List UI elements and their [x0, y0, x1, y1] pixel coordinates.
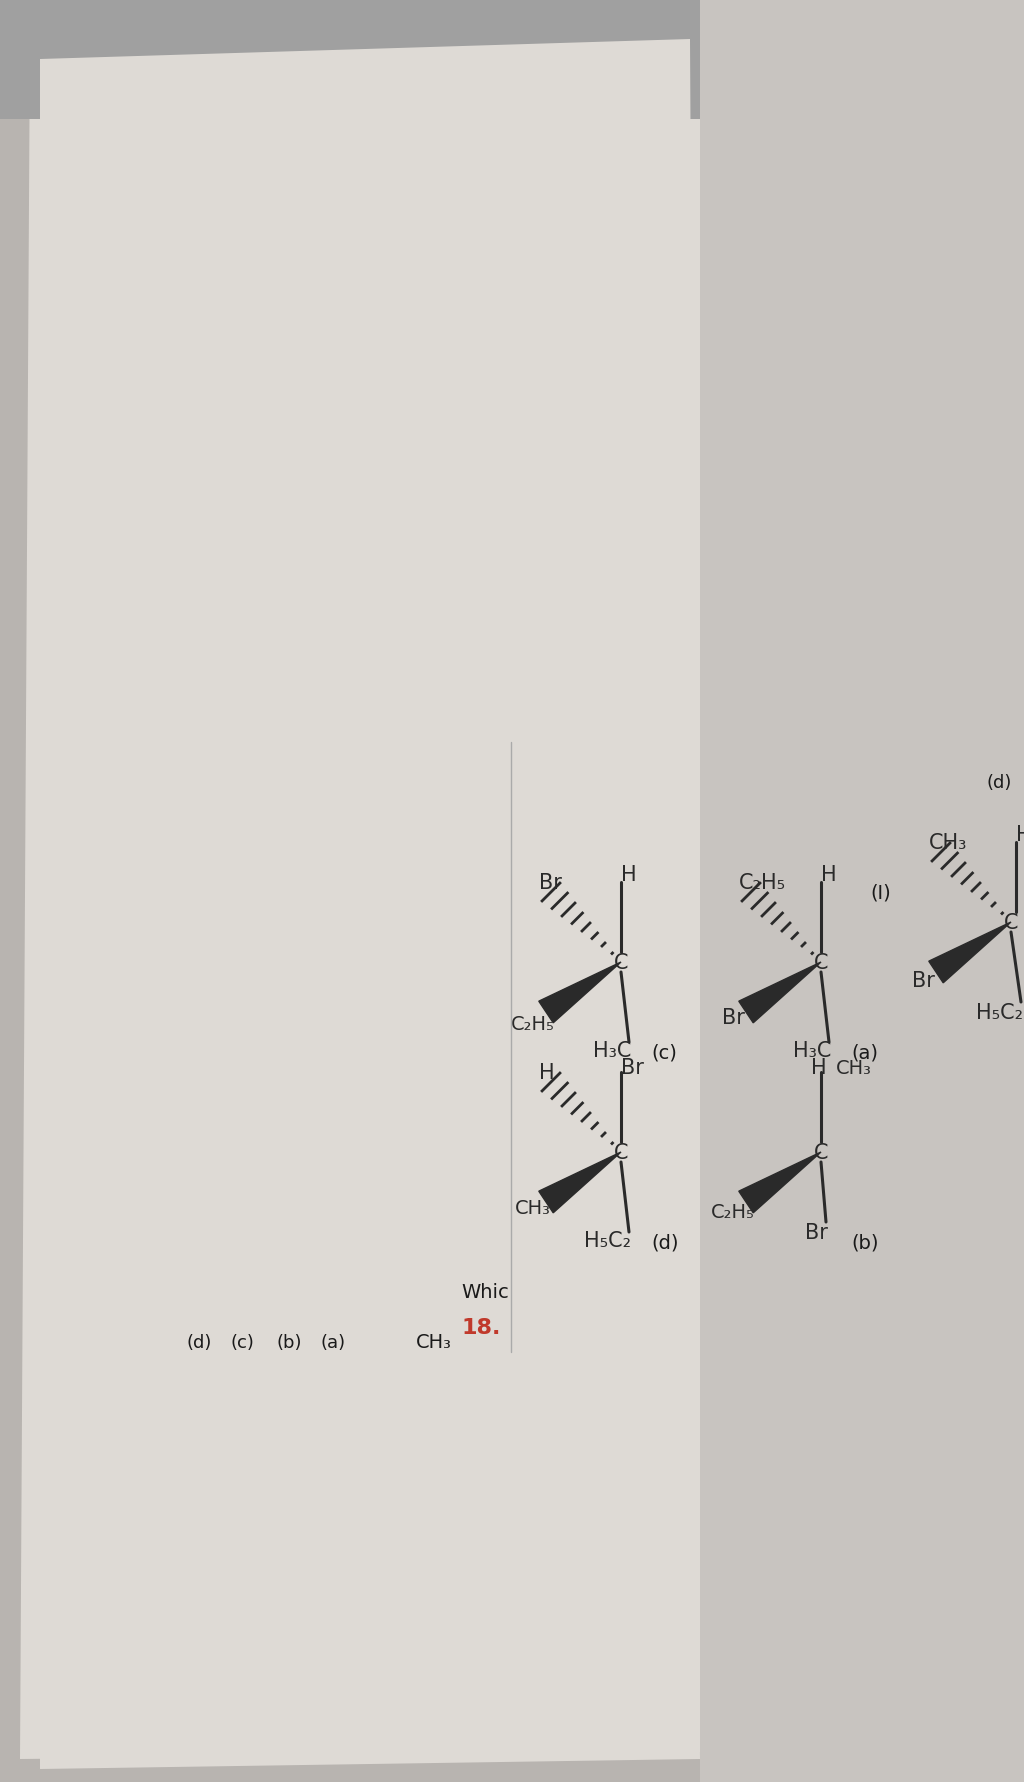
Text: C: C — [814, 1142, 828, 1162]
Text: Br: Br — [722, 1007, 744, 1028]
Text: (d): (d) — [651, 1233, 679, 1251]
Polygon shape — [539, 1153, 621, 1214]
Text: Br: Br — [539, 873, 562, 893]
Polygon shape — [700, 0, 1024, 1782]
Text: (I): (I) — [870, 884, 891, 902]
Polygon shape — [539, 962, 621, 1023]
Text: C: C — [613, 1142, 629, 1162]
Text: CH₃: CH₃ — [416, 1333, 452, 1353]
Text: H₅C₂: H₅C₂ — [976, 1003, 1023, 1023]
Text: H₅C₂: H₅C₂ — [584, 1230, 631, 1251]
Polygon shape — [40, 39, 700, 1770]
Polygon shape — [738, 962, 821, 1023]
Text: H: H — [1016, 825, 1024, 845]
Text: (c): (c) — [651, 1042, 677, 1062]
Text: H₃C: H₃C — [793, 1041, 831, 1060]
Text: 18.: 18. — [461, 1317, 501, 1336]
Text: H₃C: H₃C — [593, 1041, 631, 1060]
Text: H: H — [821, 864, 837, 884]
Text: CH₃: CH₃ — [929, 832, 968, 852]
Text: (a): (a) — [321, 1333, 346, 1351]
Text: C: C — [814, 952, 828, 973]
Text: (b): (b) — [851, 1233, 879, 1251]
Text: (d): (d) — [986, 773, 1012, 791]
Text: C₂H₅: C₂H₅ — [711, 1203, 755, 1222]
Text: CH₃: CH₃ — [515, 1198, 551, 1217]
Polygon shape — [0, 0, 1024, 119]
Polygon shape — [20, 11, 990, 1759]
Text: (a): (a) — [851, 1042, 878, 1062]
Text: (b): (b) — [276, 1333, 301, 1351]
Text: Br: Br — [621, 1057, 644, 1078]
Text: C: C — [613, 952, 629, 973]
Polygon shape — [738, 1153, 821, 1214]
Text: H: H — [811, 1057, 826, 1078]
Text: H: H — [621, 864, 637, 884]
Text: Br: Br — [911, 971, 935, 991]
Text: C: C — [1004, 912, 1018, 932]
Text: H: H — [539, 1062, 555, 1082]
Text: CH₃: CH₃ — [836, 1059, 871, 1076]
Text: Whic: Whic — [461, 1283, 509, 1303]
Text: Br: Br — [805, 1222, 828, 1242]
Text: C₂H₅: C₂H₅ — [511, 1016, 555, 1034]
Text: (c): (c) — [231, 1333, 255, 1351]
Text: (d): (d) — [186, 1333, 211, 1351]
Text: C₂H₅: C₂H₅ — [739, 873, 786, 893]
Polygon shape — [929, 923, 1011, 984]
